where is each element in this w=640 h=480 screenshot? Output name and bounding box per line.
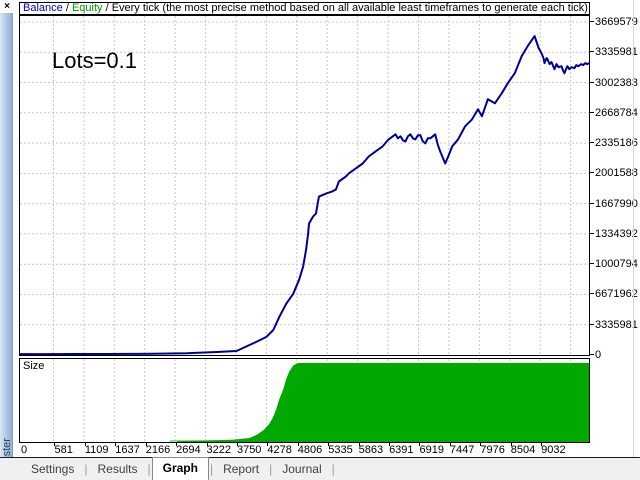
y-axis-label: 0 — [595, 349, 602, 361]
x-axis-label: 6919 — [419, 444, 444, 456]
chart-header: Balance / Equity / Every tick (the most … — [19, 2, 590, 15]
x-axis-label: 9032 — [541, 444, 566, 456]
x-axis-label: 2694 — [176, 444, 201, 456]
x-axis-label: 1637 — [115, 444, 140, 456]
size-chart[interactable] — [19, 358, 590, 443]
y-axis-label: 1667990 — [595, 197, 638, 210]
x-axis-label: 4806 — [297, 444, 323, 456]
size-bars — [176, 363, 589, 442]
header-separator: / — [102, 2, 112, 14]
x-axis-tick — [85, 443, 86, 446]
y-axis-tick — [590, 202, 594, 204]
y-axis-tick — [590, 111, 594, 113]
panel-right-divider — [633, 0, 634, 457]
x-axis-tick — [237, 443, 238, 446]
y-axis-label: 2001588 — [595, 167, 638, 180]
model-description: Every tick (the most precise method base… — [111, 2, 588, 14]
header-separator: / — [62, 2, 72, 14]
x-axis-tick — [146, 443, 147, 446]
y-axis-tick — [590, 354, 594, 355]
y-axis-tick — [590, 323, 594, 325]
x-axis-tick — [419, 443, 420, 446]
x-axis-label: 7976 — [480, 444, 505, 456]
x-axis-tick — [480, 443, 481, 446]
x-axis-label: 5335 — [328, 444, 353, 456]
x-axis-tick — [207, 443, 208, 446]
y-axis-label: 6671962 — [595, 288, 638, 301]
tab-separator: | — [147, 462, 151, 476]
x-axis-tick — [298, 443, 299, 446]
tab-graph[interactable]: Graph — [151, 456, 209, 480]
header-separator: / — [588, 3, 589, 14]
y-axis-label: 1334392 — [595, 227, 638, 240]
y-axis-label: 3335981 — [595, 46, 638, 59]
tab-results[interactable]: Results — [97, 462, 138, 476]
y-axis-tick — [590, 232, 594, 234]
x-axis-label: 0 — [21, 444, 28, 456]
tab-separator: | — [331, 462, 335, 476]
y-axis-tick — [590, 21, 594, 23]
x-axis-label: 8504 — [510, 444, 536, 456]
equity-curve-svg — [20, 16, 590, 356]
tab-separator: | — [209, 462, 214, 476]
x-axis-tick — [267, 443, 268, 446]
balance-legend: Balance — [23, 2, 63, 14]
y-axis-tick — [590, 293, 594, 295]
tab-settings[interactable]: Settings — [31, 462, 75, 476]
x-axis-tick — [389, 443, 390, 446]
balance-line — [20, 35, 590, 356]
tab-separator: | — [269, 462, 273, 476]
x-axis-label: 2166 — [145, 444, 171, 456]
x-axis-label: 3750 — [236, 444, 262, 456]
x-axis-tick — [359, 443, 360, 446]
x-axis-label: 4278 — [267, 444, 292, 456]
x-axis-label: 1109 — [84, 444, 109, 456]
x-axis-tick — [54, 443, 55, 446]
tester-side-tab[interactable] — [0, 13, 13, 480]
x-axis-label: 5863 — [358, 444, 384, 456]
x-axis-tick — [176, 443, 177, 446]
x-axis-label: 7447 — [449, 444, 475, 456]
y-axis-tick — [590, 263, 594, 265]
y-axis-label: 3002383 — [595, 76, 638, 89]
x-axis-tick — [511, 443, 512, 446]
x-axis-label: 581 — [54, 444, 73, 456]
tester-tab-bar: Settings | Results | Graph | Report | Journal | — [0, 456, 640, 480]
x-axis-tick — [328, 443, 329, 446]
y-axis-tick — [590, 172, 594, 174]
y-axis-tick — [590, 51, 594, 53]
equity-chart[interactable] — [19, 15, 590, 356]
y-axis-label: 2668784 — [595, 106, 638, 119]
y-axis-tick — [590, 142, 594, 144]
x-axis-label: 3222 — [206, 444, 232, 456]
equity-legend: Equity — [71, 2, 103, 14]
y-axis-label: 1000794 — [595, 258, 638, 271]
y-axis-tick — [590, 81, 594, 83]
tab-separator: | — [84, 462, 88, 476]
tab-report[interactable]: Report — [223, 462, 260, 476]
size-chart-svg — [53, 359, 589, 442]
y-axis-label: 3335981 — [595, 318, 638, 331]
y-axis-label: 2335186 — [595, 137, 638, 150]
close-icon[interactable]: × — [4, 1, 10, 12]
x-axis-label: 6391 — [389, 444, 414, 456]
x-axis-tick — [115, 443, 116, 446]
tab-journal[interactable]: Journal — [282, 462, 322, 476]
lots-annotation: Lots=0.1 — [52, 48, 138, 73]
x-axis-tick — [450, 443, 451, 446]
size-chart-label: Size — [23, 360, 45, 372]
x-axis-tick — [541, 443, 542, 446]
y-axis-label: 3669579 — [595, 16, 638, 29]
